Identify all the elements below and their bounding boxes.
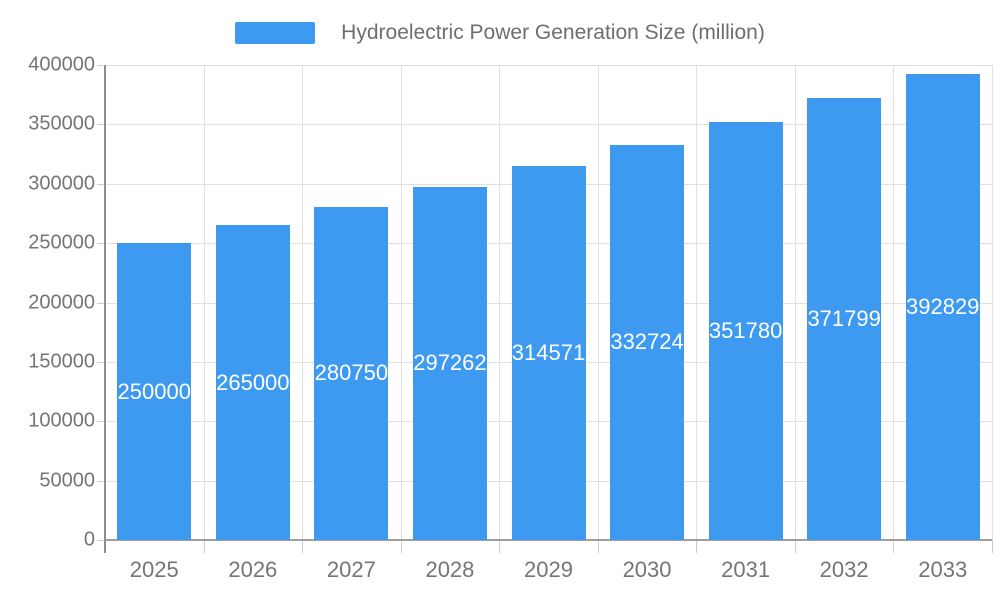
y-gridline [105,124,992,126]
x-gridline [499,65,501,540]
y-tick-label: 300000 [28,172,95,195]
x-axis-line [105,539,992,541]
bar-value-label: 265000 [216,369,290,395]
x-tick-label: 2029 [524,557,573,582]
y-tick-mark [97,480,105,482]
y-tick-mark [97,183,105,185]
x-tick-mark [499,540,501,553]
x-gridline [696,65,698,540]
legend-item[interactable]: Hydroelectric Power Generation Size (mil… [235,21,765,45]
y-axis-line [104,65,106,553]
bar-value-label: 314571 [511,340,586,366]
x-tick-label: 2031 [721,557,771,582]
y-tick-mark [97,302,105,304]
bar-value-label: 371799 [807,306,881,332]
y-tick-label: 350000 [28,112,95,135]
x-gridline [203,65,205,540]
x-gridline [400,65,402,540]
y-tick-label: 0 [83,528,95,551]
x-tick-label: 2028 [425,557,475,582]
legend: Hydroelectric Power Generation Size (mil… [0,18,1000,48]
bar-value-label: 332724 [610,329,684,355]
x-tick-mark [794,540,796,553]
legend-label: Hydroelectric Power Generation Size (mil… [341,21,765,44]
bar-2029[interactable]: 314571 [511,166,586,540]
bar-2028[interactable]: 297262 [412,187,487,540]
x-tick-mark [203,540,205,553]
x-tick-label: 2027 [326,557,376,582]
plot-area: 0 50000 100000 150000 200000 250000 300000 3500… [28,54,993,582]
y-tick-label: 400000 [28,53,95,76]
bar-2032[interactable]: 371799 [807,98,882,540]
y-tick-mark [97,243,105,245]
x-tick-label: 2033 [918,557,968,582]
bar-2027[interactable]: 280750 [314,206,389,540]
bar-value-label: 351780 [708,318,783,344]
bar-2025[interactable]: 250000 [117,243,192,540]
bar-2031[interactable]: 351780 [708,122,783,540]
y-tick-label: 100000 [28,409,95,432]
x-tick-mark [302,540,304,553]
x-tick-mark [992,540,993,553]
bar-value-label: 250000 [117,378,191,404]
x-gridline [992,65,993,540]
x-tick-label: 2026 [228,557,278,582]
bar-2033[interactable]: 392829 [905,73,980,540]
bar-2030[interactable]: 332724 [610,144,685,540]
y-tick-label: 150000 [28,350,95,373]
x-tick-label: 2025 [129,557,179,582]
y-tick-mark [97,421,105,423]
bar-2026[interactable]: 265000 [215,225,290,540]
y-tick-label: 50000 [39,469,95,492]
y-tick-mark [97,65,105,66]
y-gridline [105,65,992,66]
legend-swatch [235,22,316,44]
x-tick-label: 2032 [819,557,869,582]
bar-value-label: 280750 [314,360,389,386]
y-tick-mark [97,361,105,363]
bar-value-label: 297262 [413,350,487,376]
x-gridline [302,65,304,540]
y-tick-mark [97,540,105,541]
x-tick-mark [696,540,698,553]
bar-value-label: 392829 [906,293,980,319]
y-tick-label: 200000 [28,291,95,313]
y-tick-mark [97,124,105,126]
y-tick-label: 250000 [28,231,95,254]
x-tick-mark [597,540,599,553]
x-tick-mark [893,540,895,553]
x-gridline [794,65,796,540]
x-tick-label: 2030 [622,557,672,582]
x-gridline [893,65,895,540]
x-tick-mark [400,540,402,553]
x-gridline [597,65,599,540]
